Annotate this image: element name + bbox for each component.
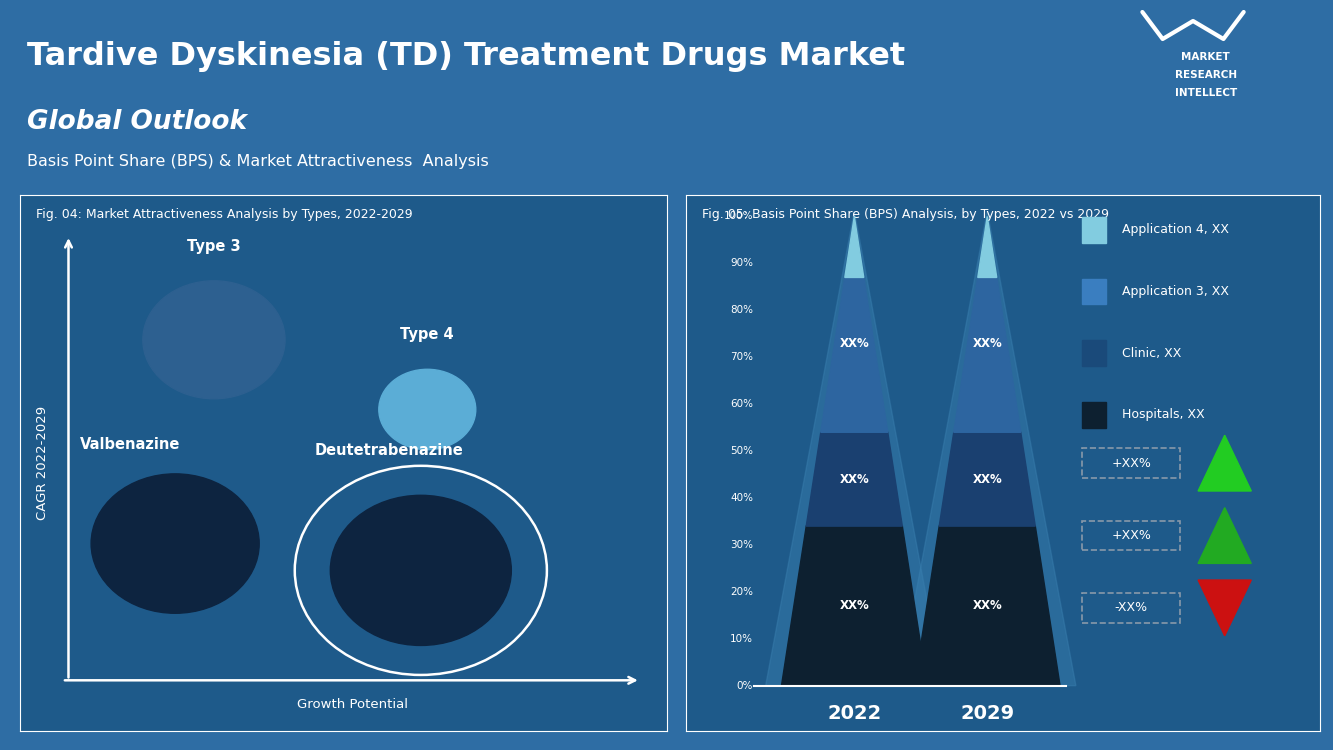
Text: XX%: XX%	[840, 599, 869, 613]
Text: Growth Potential: Growth Potential	[297, 698, 408, 711]
Text: XX%: XX%	[972, 472, 1002, 486]
Polygon shape	[1198, 435, 1252, 491]
Text: XX%: XX%	[840, 337, 869, 350]
Text: 50%: 50%	[730, 446, 753, 456]
FancyBboxPatch shape	[1082, 340, 1106, 366]
Text: RESEARCH: RESEARCH	[1174, 70, 1237, 80]
FancyBboxPatch shape	[1082, 402, 1106, 427]
Text: 90%: 90%	[730, 258, 753, 268]
Text: Global Outlook: Global Outlook	[27, 109, 247, 135]
Circle shape	[143, 280, 285, 399]
FancyBboxPatch shape	[1082, 279, 1106, 304]
Polygon shape	[1198, 580, 1252, 636]
Text: Basis Point Share (BPS) & Market Attractiveness  Analysis: Basis Point Share (BPS) & Market Attract…	[27, 154, 488, 169]
Circle shape	[91, 474, 259, 614]
Text: +XX%: +XX%	[1112, 457, 1152, 470]
Text: Type 3: Type 3	[187, 239, 241, 254]
Polygon shape	[953, 278, 1021, 432]
Polygon shape	[940, 432, 1036, 526]
Text: +XX%: +XX%	[1112, 529, 1152, 542]
Polygon shape	[978, 217, 997, 278]
Text: Clinic, XX: Clinic, XX	[1122, 346, 1181, 360]
Text: 30%: 30%	[730, 540, 753, 550]
Text: CAGR 2022-2029: CAGR 2022-2029	[36, 406, 49, 520]
Text: Fig. 04: Market Attractiveness Analysis by Types, 2022-2029: Fig. 04: Market Attractiveness Analysis …	[36, 209, 413, 221]
Text: Deutetrabenazine: Deutetrabenazine	[315, 442, 463, 458]
Text: Application 3, XX: Application 3, XX	[1122, 285, 1229, 298]
Text: XX%: XX%	[972, 599, 1002, 613]
Text: 80%: 80%	[730, 305, 753, 315]
Text: Hospitals, XX: Hospitals, XX	[1122, 408, 1205, 422]
Text: XX%: XX%	[972, 337, 1002, 350]
Polygon shape	[914, 526, 1060, 686]
Polygon shape	[845, 217, 864, 278]
Text: Fig. 05: Basis Point Share (BPS) Analysis, by Types, 2022 vs 2029: Fig. 05: Basis Point Share (BPS) Analysi…	[702, 209, 1109, 221]
Text: 70%: 70%	[730, 352, 753, 362]
Circle shape	[379, 369, 476, 450]
Text: 10%: 10%	[730, 634, 753, 644]
Text: -XX%: -XX%	[1114, 602, 1148, 614]
Text: XX%: XX%	[840, 472, 869, 486]
Text: 60%: 60%	[730, 399, 753, 410]
Text: 2022: 2022	[828, 704, 881, 723]
Text: Application 4, XX: Application 4, XX	[1122, 224, 1229, 236]
Polygon shape	[1198, 508, 1252, 563]
Text: 2029: 2029	[960, 704, 1014, 723]
Text: Tardive Dyskinesia (TD) Treatment Drugs Market: Tardive Dyskinesia (TD) Treatment Drugs …	[27, 41, 905, 72]
Polygon shape	[821, 278, 888, 432]
Circle shape	[331, 495, 512, 646]
Text: MARKET: MARKET	[1181, 53, 1230, 62]
Text: Type 4: Type 4	[400, 328, 455, 343]
Polygon shape	[781, 526, 928, 686]
Polygon shape	[806, 432, 902, 526]
Text: INTELLECT: INTELLECT	[1174, 88, 1237, 98]
Text: 100%: 100%	[724, 211, 753, 221]
Polygon shape	[898, 211, 1076, 686]
Text: 40%: 40%	[730, 493, 753, 503]
Text: Valbenazine: Valbenazine	[80, 437, 180, 452]
Text: 0%: 0%	[737, 681, 753, 691]
Polygon shape	[765, 211, 942, 686]
FancyBboxPatch shape	[1082, 217, 1106, 243]
Text: 20%: 20%	[730, 586, 753, 597]
